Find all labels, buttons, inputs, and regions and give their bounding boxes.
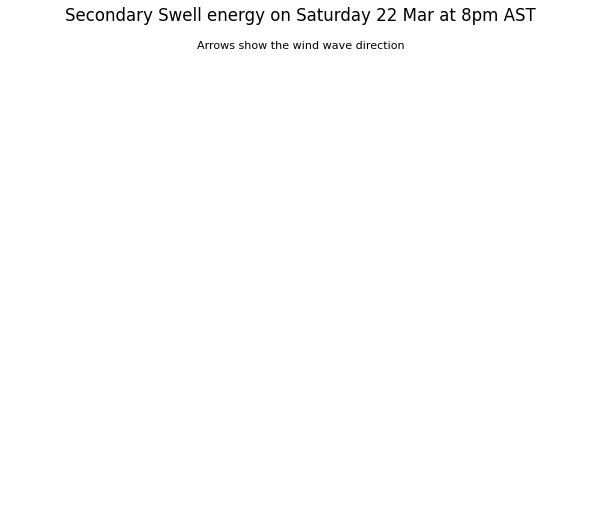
Text: cartopy required: cartopy required <box>243 273 358 287</box>
Text: Secondary Swell energy on Saturday 22 Mar at 8pm AST: Secondary Swell energy on Saturday 22 Ma… <box>65 8 536 25</box>
Text: Arrows show the wind wave direction: Arrows show the wind wave direction <box>197 41 404 51</box>
